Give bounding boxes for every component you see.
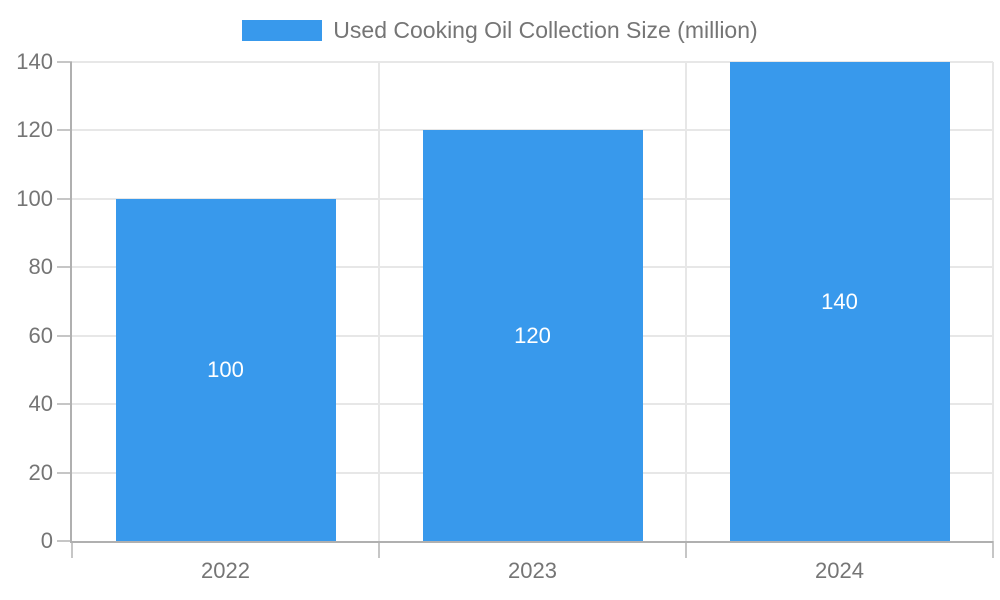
x-axis-tick [378, 541, 380, 558]
x-axis-tick [685, 541, 687, 558]
y-axis-label: 100 [16, 185, 53, 211]
x-axis-label: 2024 [815, 558, 864, 583]
y-axis-label: 20 [28, 459, 53, 485]
bar[interactable] [422, 130, 643, 541]
y-axis-label: 80 [28, 254, 53, 280]
y-axis-label: 140 [16, 49, 53, 74]
gridline-horizontal [72, 61, 993, 63]
y-axis-tick [57, 129, 72, 132]
legend: Used Cooking Oil Collection Size (millio… [0, 17, 1000, 44]
y-axis-label: 40 [28, 391, 53, 417]
bar[interactable] [729, 62, 950, 541]
y-axis-tick [57, 61, 72, 63]
y-axis-tick [57, 266, 72, 269]
bar-value-label: 100 [207, 356, 244, 382]
legend-item[interactable]: Used Cooking Oil Collection Size (millio… [242, 17, 758, 44]
y-axis-tick [57, 471, 72, 474]
x-axis-tick [71, 541, 73, 558]
y-axis-tick [57, 197, 72, 200]
y-axis-label: 120 [16, 117, 53, 143]
x-axis-tick [992, 541, 994, 558]
y-axis-label: 0 [40, 528, 53, 553]
y-axis-line [70, 62, 72, 543]
bar[interactable] [115, 198, 336, 541]
legend-swatch [242, 20, 323, 41]
y-axis-tick [57, 540, 72, 542]
gridline-vertical [992, 62, 994, 541]
y-axis-tick [57, 334, 72, 337]
x-axis-label: 2022 [201, 558, 250, 583]
x-axis-label: 2023 [508, 558, 557, 583]
y-axis-tick [57, 403, 72, 406]
legend-label: Used Cooking Oil Collection Size (millio… [333, 17, 758, 43]
gridline-vertical [378, 62, 380, 541]
gridline-vertical [685, 62, 687, 541]
bar-value-label: 120 [514, 322, 551, 348]
y-axis-label: 60 [28, 322, 53, 348]
x-axis-line [70, 541, 993, 543]
bar-value-label: 140 [821, 288, 858, 314]
